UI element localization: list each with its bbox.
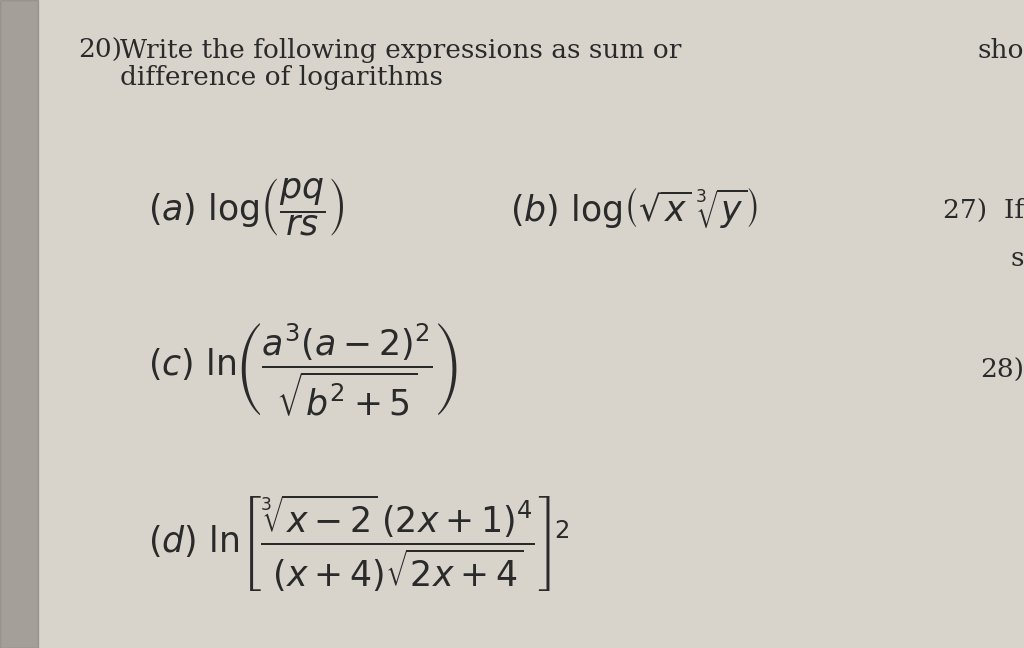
Text: difference of logarithms: difference of logarithms bbox=[120, 65, 443, 90]
Text: 28): 28) bbox=[980, 358, 1024, 382]
Text: Write the following expressions as sum or: Write the following expressions as sum o… bbox=[120, 38, 681, 63]
Text: s: s bbox=[1011, 246, 1024, 270]
Text: $(d)\ \ln\!\left[\dfrac{\sqrt[3]{x-2}\,(2x+1)^4}{(x+4)\sqrt{2x+4}}\right]^{\!2}$: $(d)\ \ln\!\left[\dfrac{\sqrt[3]{x-2}\,(… bbox=[148, 492, 569, 594]
Bar bbox=[0, 0, 38, 648]
Text: $(a)\ \log\!\left(\dfrac{pq}{rs}\right)$: $(a)\ \log\!\left(\dfrac{pq}{rs}\right)$ bbox=[148, 177, 345, 239]
Text: 20): 20) bbox=[78, 38, 122, 63]
Text: $(b)\ \log\!\left(\sqrt{x}\,\sqrt[3]{y}\right)$: $(b)\ \log\!\left(\sqrt{x}\,\sqrt[3]{y}\… bbox=[510, 185, 759, 231]
Text: sho: sho bbox=[978, 38, 1024, 63]
Text: $(c)\ \ln\!\left(\dfrac{a^3(a-2)^2}{\sqrt{b^2+5}}\right)$: $(c)\ \ln\!\left(\dfrac{a^3(a-2)^2}{\sqr… bbox=[148, 321, 458, 419]
Text: 27)  If: 27) If bbox=[943, 198, 1024, 222]
